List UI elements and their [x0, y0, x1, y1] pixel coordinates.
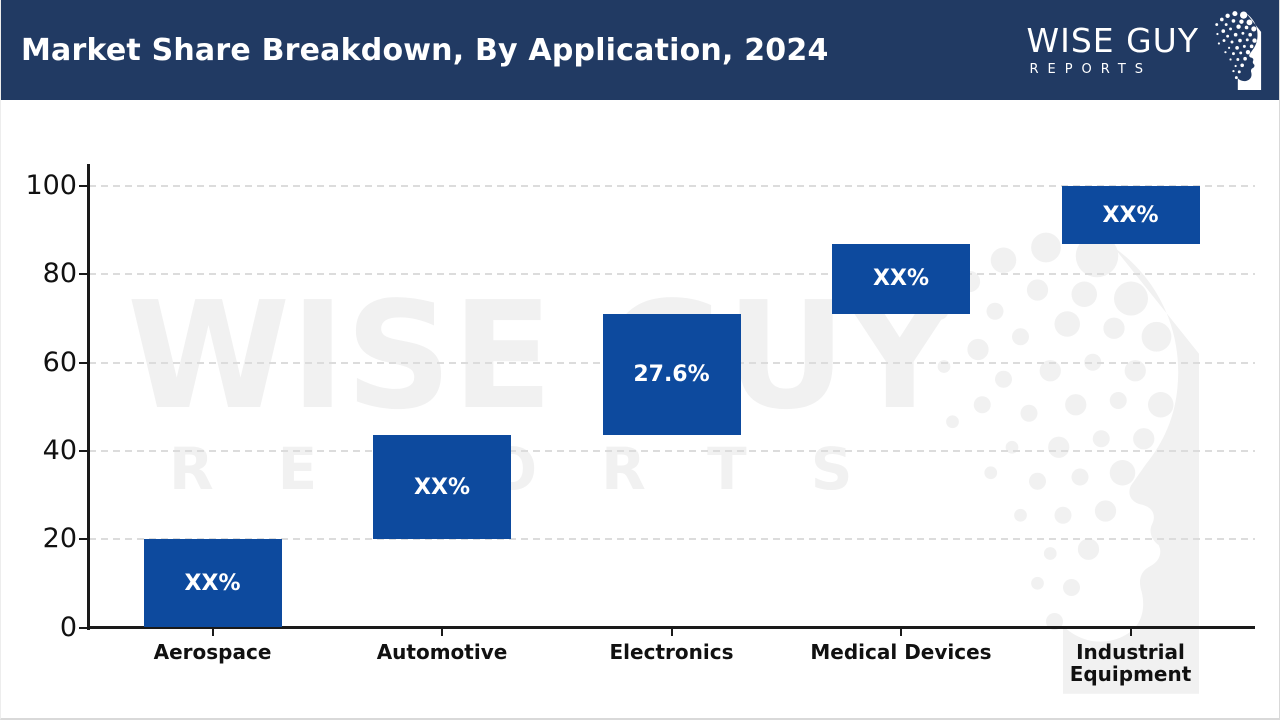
bar: XX% — [1061, 186, 1200, 245]
x-category-label: Electronics — [609, 640, 734, 664]
y-tick-mark — [79, 538, 88, 541]
brand-name: WISE GUY — [1026, 20, 1199, 60]
x-tick-mark — [670, 629, 673, 636]
y-tick-label: 20 — [42, 523, 77, 555]
y-tick-label: 60 — [42, 346, 77, 378]
y-tick-mark — [79, 449, 88, 452]
bar: XX% — [373, 435, 511, 540]
y-gridline — [89, 449, 1255, 452]
bar-value-label: 27.6% — [633, 362, 710, 387]
x-axis-line — [87, 626, 1255, 629]
x-category-label: Automotive — [376, 640, 508, 664]
x-tick-mark — [441, 629, 443, 636]
brand-logo-text: WISE GUY REPORTS — [1026, 24, 1199, 77]
bar: 27.6% — [602, 313, 741, 436]
brand-logo: WISE GUY REPORTS — [1026, 10, 1263, 90]
chart-header: Market Share Breakdown, By Application, … — [1, 0, 1279, 100]
x-category-label: Medical Devices — [810, 640, 992, 664]
y-tick-mark — [79, 273, 88, 276]
y-axis-line — [87, 164, 90, 630]
x-category-label: Industrial Equipment — [1069, 640, 1192, 686]
y-tick-mark — [79, 185, 88, 187]
y-gridline — [89, 538, 1255, 541]
bar: XX% — [832, 244, 970, 314]
y-tick-label: 0 — [59, 611, 77, 643]
y-gridline — [89, 185, 1255, 187]
y-tick-label: 100 — [25, 170, 77, 201]
y-tick-mark — [79, 361, 88, 364]
y-tick-label: 40 — [42, 434, 77, 466]
bar-value-label: XX% — [1102, 202, 1159, 228]
y-gridline — [89, 273, 1255, 276]
x-category-label: Aerospace — [153, 640, 272, 664]
bar: XX% — [143, 539, 282, 628]
bar-value-label: XX% — [414, 474, 470, 500]
x-tick-mark — [900, 629, 902, 636]
y-tick-mark — [79, 626, 88, 629]
x-tick-mark — [211, 629, 214, 636]
bar-value-label: XX% — [184, 570, 241, 596]
bar-value-label: XX% — [873, 266, 929, 292]
y-tick-label: 80 — [42, 258, 77, 290]
brand-subtitle: REPORTS — [1029, 61, 1153, 77]
chart-area: WISE GUY REPORTS 0 20 40 60 80 100 Aerospace Au… — [1, 100, 1279, 718]
chart-title: Market Share Breakdown, By Application, … — [21, 32, 829, 68]
x-tick-mark — [1129, 629, 1132, 636]
